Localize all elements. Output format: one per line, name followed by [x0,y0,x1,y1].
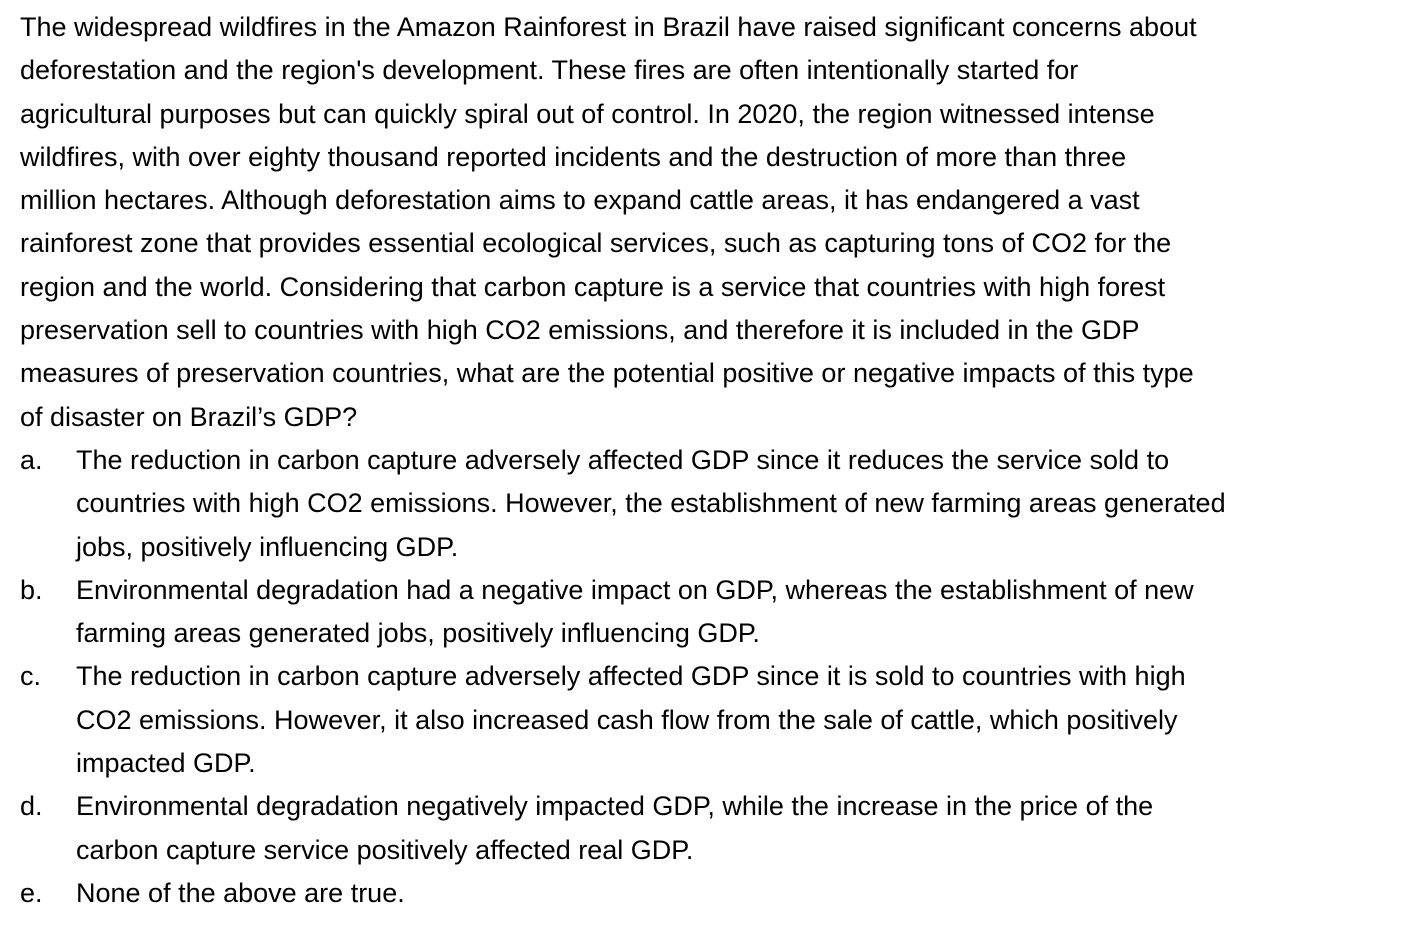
option-d-label: d. [20,791,43,822]
option-a-label: a. [20,444,43,475]
option-e-text: None of the above are true. [76,877,405,908]
option-a: a. The reduction in carbon capture adver… [20,439,1400,569]
question-text: The widespread wildfires in the Amazon R… [20,12,1197,432]
option-a-text: The reduction in carbon capture adversel… [76,444,1226,562]
answer-options-list: a. The reduction in carbon capture adver… [20,439,1400,915]
option-e-label: e. [20,877,43,908]
option-b: b. Environmental degradation had a negat… [20,569,1400,656]
option-e: e. None of the above are true. [20,872,1400,915]
option-c: c. The reduction in carbon capture adver… [20,655,1400,785]
option-c-text: The reduction in carbon capture adversel… [76,661,1186,779]
option-d: d. Environmental degradation negatively … [20,785,1400,872]
option-b-text: Environmental degradation had a negative… [76,574,1194,649]
option-c-label: c. [20,661,42,692]
option-b-label: b. [20,574,43,605]
option-d-text: Environmental degradation negatively imp… [76,791,1154,865]
